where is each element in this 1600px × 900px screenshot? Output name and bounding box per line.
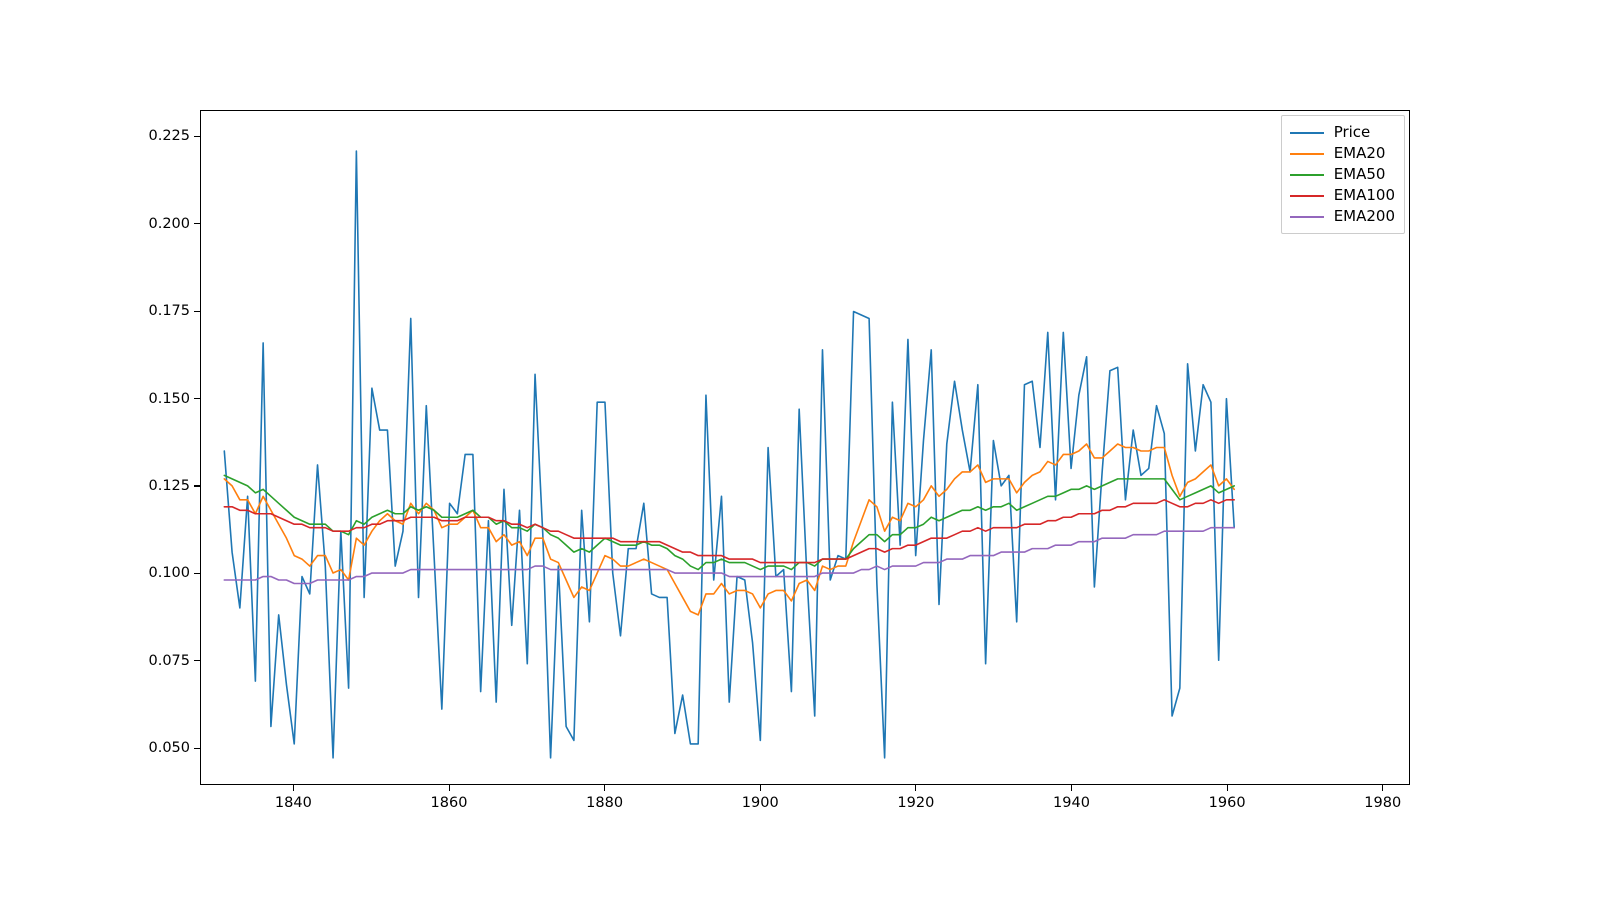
x-tick-label: 1920 — [897, 795, 935, 811]
y-tick-label: 0.075 — [148, 652, 190, 669]
legend-item-ema200: EMA200 — [1289, 206, 1395, 227]
x-tick-mark — [915, 785, 917, 791]
y-tick-label: 0.225 — [148, 128, 190, 145]
legend-item-price: Price — [1289, 122, 1395, 143]
x-tick-mark — [759, 785, 761, 791]
x-tick-label: 1980 — [1364, 795, 1402, 811]
legend-label: EMA100 — [1333, 186, 1395, 204]
legend-color-swatch — [1289, 173, 1324, 176]
legend-label: EMA50 — [1333, 165, 1386, 183]
series-line-ema200 — [224, 528, 1234, 584]
legend-label: EMA200 — [1333, 207, 1395, 225]
x-tick-label: 1860 — [430, 795, 468, 811]
plot-area: Price EMA20 EMA50 EMA100 EMA200 — [200, 110, 1410, 785]
y-tick-label: 0.125 — [148, 477, 190, 494]
series-line-ema50 — [224, 475, 1234, 569]
series-line-price — [224, 151, 1234, 758]
x-tick-mark — [448, 785, 450, 791]
x-tick-mark — [604, 785, 606, 791]
x-tick-mark — [1382, 785, 1384, 791]
legend-color-swatch — [1289, 131, 1324, 134]
x-tick-label: 1880 — [586, 795, 624, 811]
legend-color-swatch — [1289, 152, 1324, 155]
x-tick-label: 1900 — [741, 795, 779, 811]
legend-item-ema50: EMA50 — [1289, 164, 1395, 185]
x-tick-label: 1940 — [1053, 795, 1090, 811]
legend-color-swatch — [1289, 194, 1324, 197]
y-tick-label: 0.050 — [148, 740, 190, 757]
legend-color-swatch — [1289, 215, 1324, 218]
series-line-ema20 — [224, 444, 1234, 615]
x-tick-mark — [1071, 785, 1073, 791]
x-tick-label: 1840 — [274, 795, 312, 811]
series-line-ema100 — [224, 500, 1234, 563]
x-tick-mark — [292, 785, 294, 791]
legend-label: EMA20 — [1333, 144, 1386, 162]
legend-item-ema100: EMA100 — [1289, 185, 1395, 206]
y-tick-label: 0.200 — [148, 215, 190, 232]
legend-label: Price — [1333, 123, 1371, 141]
chart-legend: Price EMA20 EMA50 EMA100 EMA200 — [1280, 115, 1405, 234]
x-tick-mark — [1226, 785, 1228, 791]
y-tick-label: 0.100 — [148, 565, 190, 582]
legend-item-ema20: EMA20 — [1289, 143, 1395, 164]
y-tick-label: 0.150 — [148, 390, 190, 407]
y-tick-label: 0.175 — [148, 303, 190, 320]
x-tick-label: 1960 — [1208, 795, 1246, 811]
chart-lines — [201, 111, 1409, 784]
